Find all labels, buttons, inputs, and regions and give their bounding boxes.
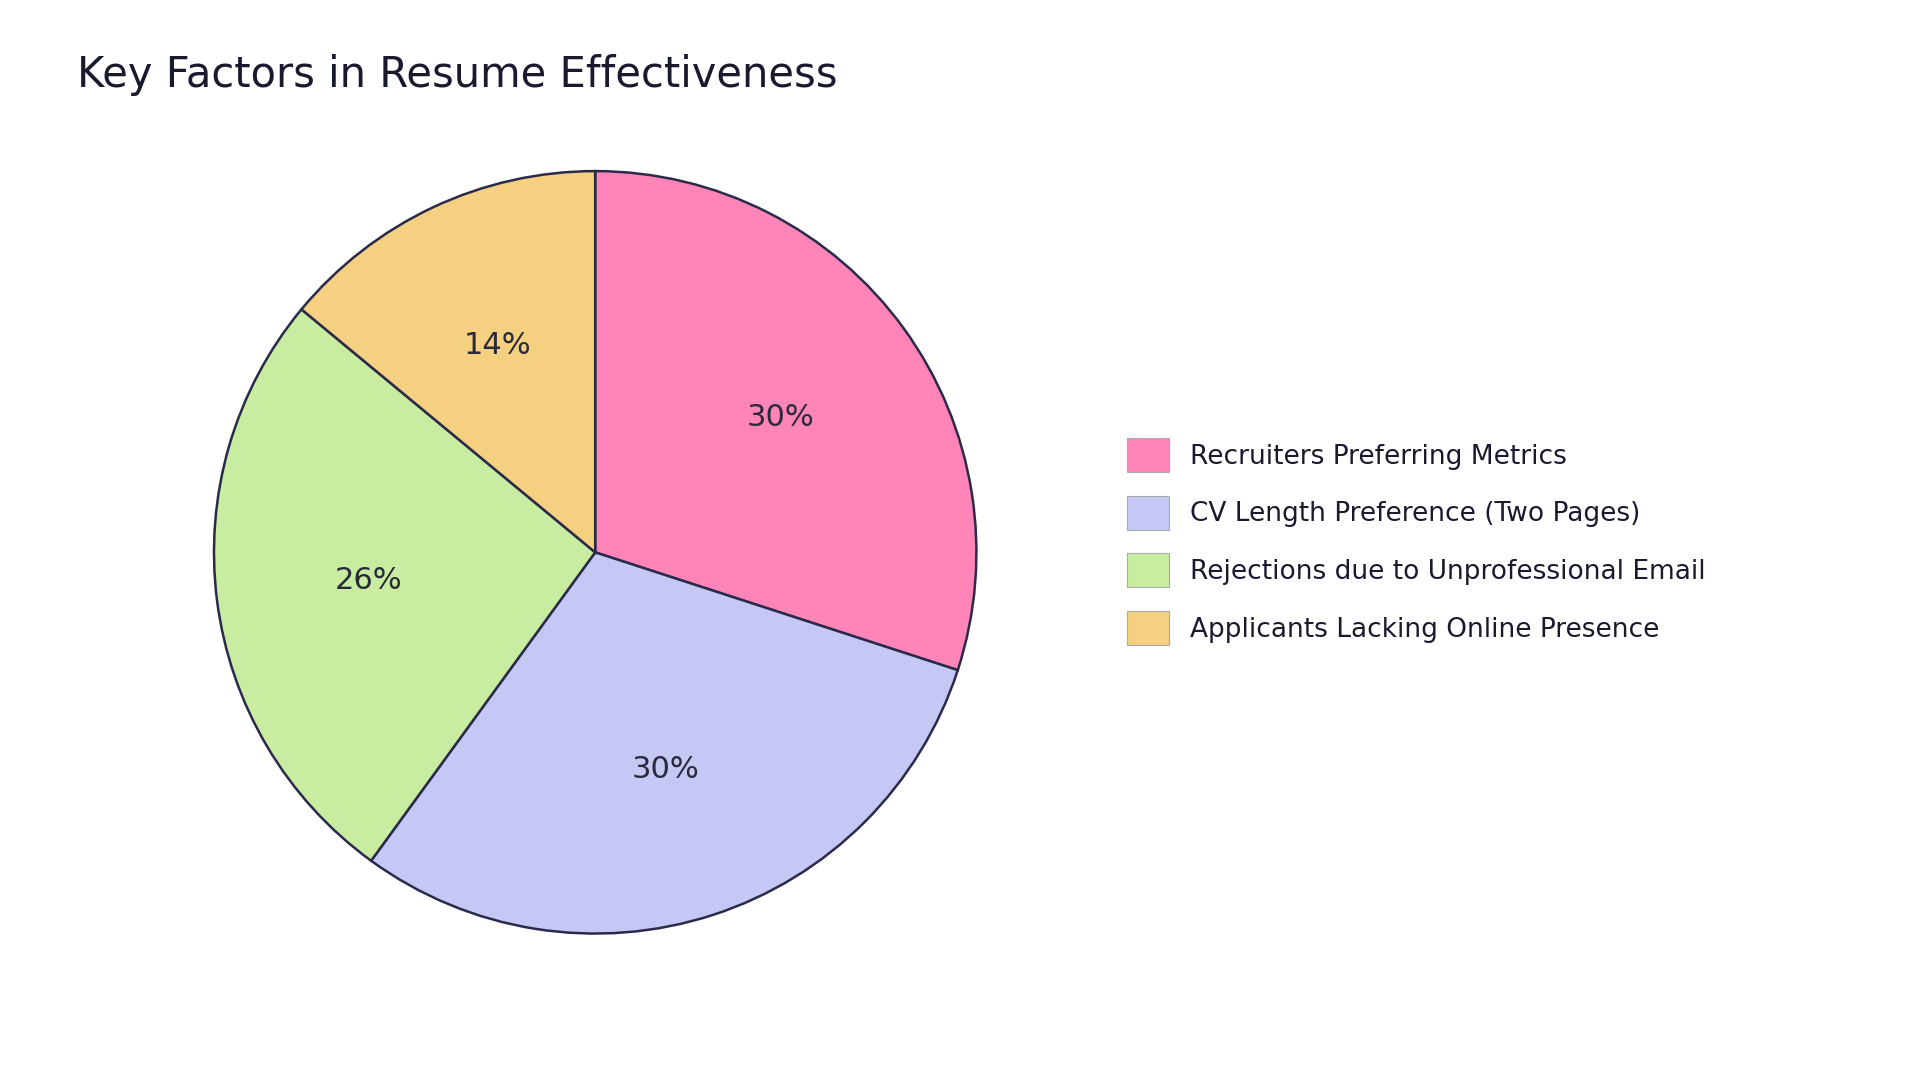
Text: Key Factors in Resume Effectiveness: Key Factors in Resume Effectiveness [77, 54, 837, 96]
Text: 14%: 14% [465, 331, 532, 360]
Legend: Recruiters Preferring Metrics, CV Length Preference (Two Pages), Rejections due : Recruiters Preferring Metrics, CV Length… [1127, 438, 1705, 645]
Wedge shape [301, 171, 595, 552]
Text: 30%: 30% [747, 403, 814, 432]
Text: 30%: 30% [632, 755, 699, 784]
Wedge shape [213, 310, 595, 861]
Wedge shape [595, 171, 977, 670]
Wedge shape [371, 552, 958, 934]
Text: 26%: 26% [334, 566, 401, 596]
